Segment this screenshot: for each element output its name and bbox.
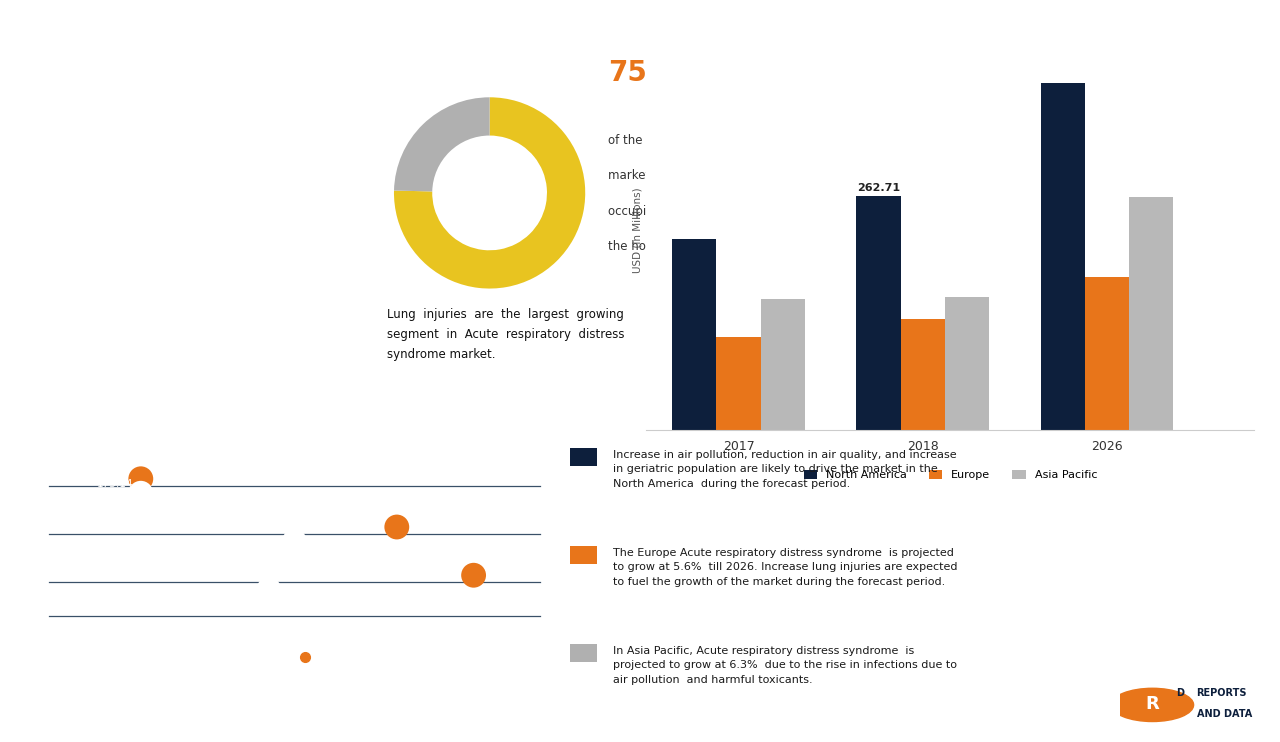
Bar bbox=[856, 197, 901, 430]
Bar bbox=[672, 239, 717, 430]
Bar bbox=[760, 298, 805, 430]
Text: D: D bbox=[1176, 688, 1184, 698]
Text: 75.4%: 75.4% bbox=[608, 59, 704, 88]
Point bbox=[387, 521, 407, 533]
Bar bbox=[1085, 278, 1129, 430]
Text: 2019-2026,: 2019-2026, bbox=[47, 37, 115, 50]
Text: REPORTS: REPORTS bbox=[1197, 688, 1247, 698]
Point bbox=[463, 569, 484, 581]
Text: the market will: the market will bbox=[47, 67, 137, 79]
Bar bbox=[901, 319, 945, 430]
Point bbox=[259, 584, 279, 596]
Bar bbox=[131, 338, 166, 430]
Bar bbox=[220, 280, 256, 430]
Text: 2018: 2018 bbox=[243, 652, 270, 663]
Text: ACCELERATE: ACCELERATE bbox=[41, 109, 197, 129]
Text: at a CAGR of: at a CAGR of bbox=[47, 164, 123, 177]
Text: of the total: of the total bbox=[608, 134, 673, 147]
Circle shape bbox=[1111, 689, 1194, 721]
Wedge shape bbox=[394, 97, 585, 289]
Text: the hospitals: the hospitals bbox=[608, 240, 685, 254]
Bar bbox=[717, 337, 760, 430]
Text: The Europe Acute respiratory distress syndrome  is projected
to grow at 5.6%  ti: The Europe Acute respiratory distress sy… bbox=[613, 548, 957, 587]
Bar bbox=[41, 389, 77, 430]
Bar bbox=[177, 310, 211, 430]
Point bbox=[131, 473, 151, 485]
Bar bbox=[945, 297, 989, 430]
Bar bbox=[87, 366, 122, 430]
Text: Diagnostic devices: Diagnostic devices bbox=[348, 631, 445, 640]
Text: In Asia Pacific, Acute respiratory distress syndrome  is
projected to grow at 6.: In Asia Pacific, Acute respiratory distr… bbox=[613, 646, 957, 685]
Point bbox=[284, 536, 305, 548]
Y-axis label: USD (In Millions): USD (In Millions) bbox=[632, 187, 643, 273]
FancyBboxPatch shape bbox=[571, 644, 598, 662]
Text: 6.0%: 6.0% bbox=[41, 206, 133, 239]
Text: Increase in air pollution, reduction in air quality, and increase
in geriatric p: Increase in air pollution, reduction in … bbox=[613, 450, 956, 489]
Text: •  Mechanical ventilators and nebulizers  are growing in the market
    because : • Mechanical ventilators and nebulizers … bbox=[23, 669, 479, 709]
FancyBboxPatch shape bbox=[571, 448, 598, 466]
Text: market is: market is bbox=[608, 169, 663, 183]
Legend: North America, Europe, Asia Pacific: North America, Europe, Asia Pacific bbox=[799, 465, 1102, 485]
Text: Monitoring devices: Monitoring devices bbox=[91, 631, 191, 640]
Text: 175.14: 175.14 bbox=[96, 479, 133, 488]
Text: AND DATA: AND DATA bbox=[1197, 709, 1252, 719]
Text: R: R bbox=[1146, 695, 1160, 713]
Text: occupied by: occupied by bbox=[608, 205, 680, 218]
Wedge shape bbox=[394, 97, 490, 191]
FancyBboxPatch shape bbox=[571, 546, 598, 564]
Bar bbox=[1129, 197, 1174, 430]
Text: Therapeutic devices: Therapeutic devices bbox=[242, 631, 347, 640]
Text: 262.71: 262.71 bbox=[858, 183, 900, 193]
Bar bbox=[1041, 83, 1085, 430]
Text: Lung  injuries  are  the  largest  growing
segment  in  Acute  respiratory  dist: Lung injuries are the largest growing se… bbox=[387, 308, 625, 361]
Text: 2026: 2026 bbox=[315, 652, 342, 663]
Point bbox=[131, 487, 151, 499]
